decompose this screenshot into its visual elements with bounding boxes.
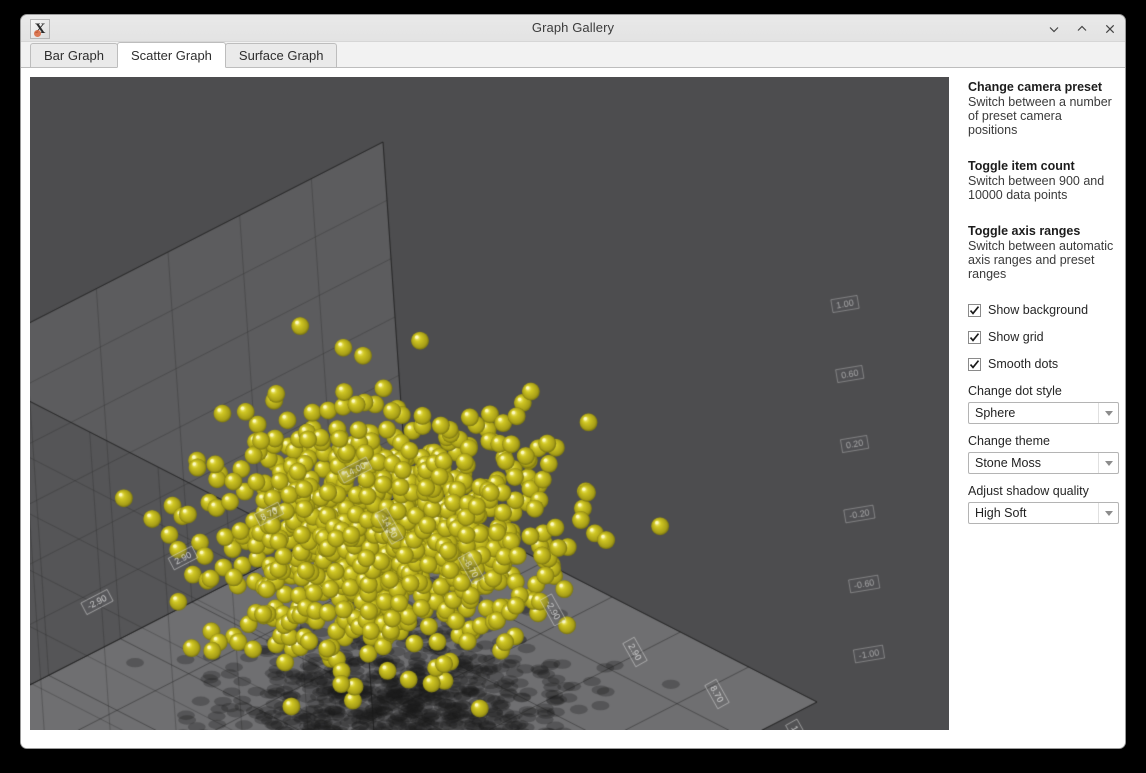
tab-bar: Bar Graph Scatter Graph Surface Graph [21,42,1125,68]
select-dot-style[interactable]: Sphere [968,402,1119,424]
control-group-item-count: Toggle item count Switch between 900 and… [968,159,1119,202]
chevron-down-icon[interactable] [1098,453,1118,473]
x-app-icon: X [30,19,50,39]
checkmark-icon[interactable] [968,357,981,371]
scatter-graph-canvas[interactable] [30,77,949,730]
label-change-theme: Change theme [968,434,1051,448]
app-icon-dot [33,29,41,37]
select-dot-style-value: Sphere [975,406,1016,420]
label-shadow-quality: Adjust shadow quality [968,484,1089,498]
chevron-down-icon[interactable] [1098,503,1118,523]
select-theme-value: Stone Moss [975,456,1042,470]
checkmark-icon[interactable] [968,303,981,317]
window-title: Graph Gallery [531,20,615,35]
select-theme[interactable]: Stone Moss [968,452,1119,474]
app-window: X Graph Gallery Bar Graph [20,14,1126,749]
camera-preset-desc: Switch between a number of preset camera… [968,95,1112,137]
window-controls [1047,15,1117,42]
chevron-down-icon[interactable] [1098,403,1118,423]
label-change-dot-style: Change dot style [968,384,1062,398]
checkbox-smooth-dots[interactable]: Smooth dots [968,357,1119,371]
tab-bar-graph[interactable]: Bar Graph [30,43,118,67]
checkbox-smooth-dots-label: Smooth dots [988,357,1059,371]
control-group-camera-preset: Change camera preset Switch between a nu… [968,80,1119,137]
app-icon-glyph: X [33,20,46,37]
minimize-icon[interactable] [1047,22,1061,36]
checkbox-show-background[interactable]: Show background [968,303,1119,317]
tab-surface-graph[interactable]: Surface Graph [224,43,338,67]
title-bar: X Graph Gallery [21,15,1125,42]
control-panel: Change camera preset Switch between a nu… [949,77,1119,741]
checkbox-show-grid-label: Show grid [988,330,1044,344]
tab-scatter-graph[interactable]: Scatter Graph [116,42,226,68]
axis-ranges-desc: Switch between automatic axis ranges and… [968,239,1114,281]
tab-content: Change camera preset Switch between a nu… [21,68,1125,748]
close-icon[interactable] [1103,22,1117,36]
select-shadow-quality-value: High Soft [975,506,1027,520]
item-count-title: Toggle item count [968,159,1075,173]
select-shadow-quality[interactable]: High Soft [968,502,1119,524]
control-group-axis-ranges: Toggle axis ranges Switch between automa… [968,224,1119,281]
checkbox-show-grid[interactable]: Show grid [968,330,1119,344]
axis-ranges-title: Toggle axis ranges [968,224,1081,238]
camera-preset-title: Change camera preset [968,80,1103,94]
checkbox-show-background-label: Show background [988,303,1089,317]
scatter-graph-3d[interactable] [30,77,949,730]
maximize-icon[interactable] [1075,22,1089,36]
checkmark-icon[interactable] [968,330,981,344]
item-count-desc: Switch between 900 and 10000 data points [968,174,1105,202]
